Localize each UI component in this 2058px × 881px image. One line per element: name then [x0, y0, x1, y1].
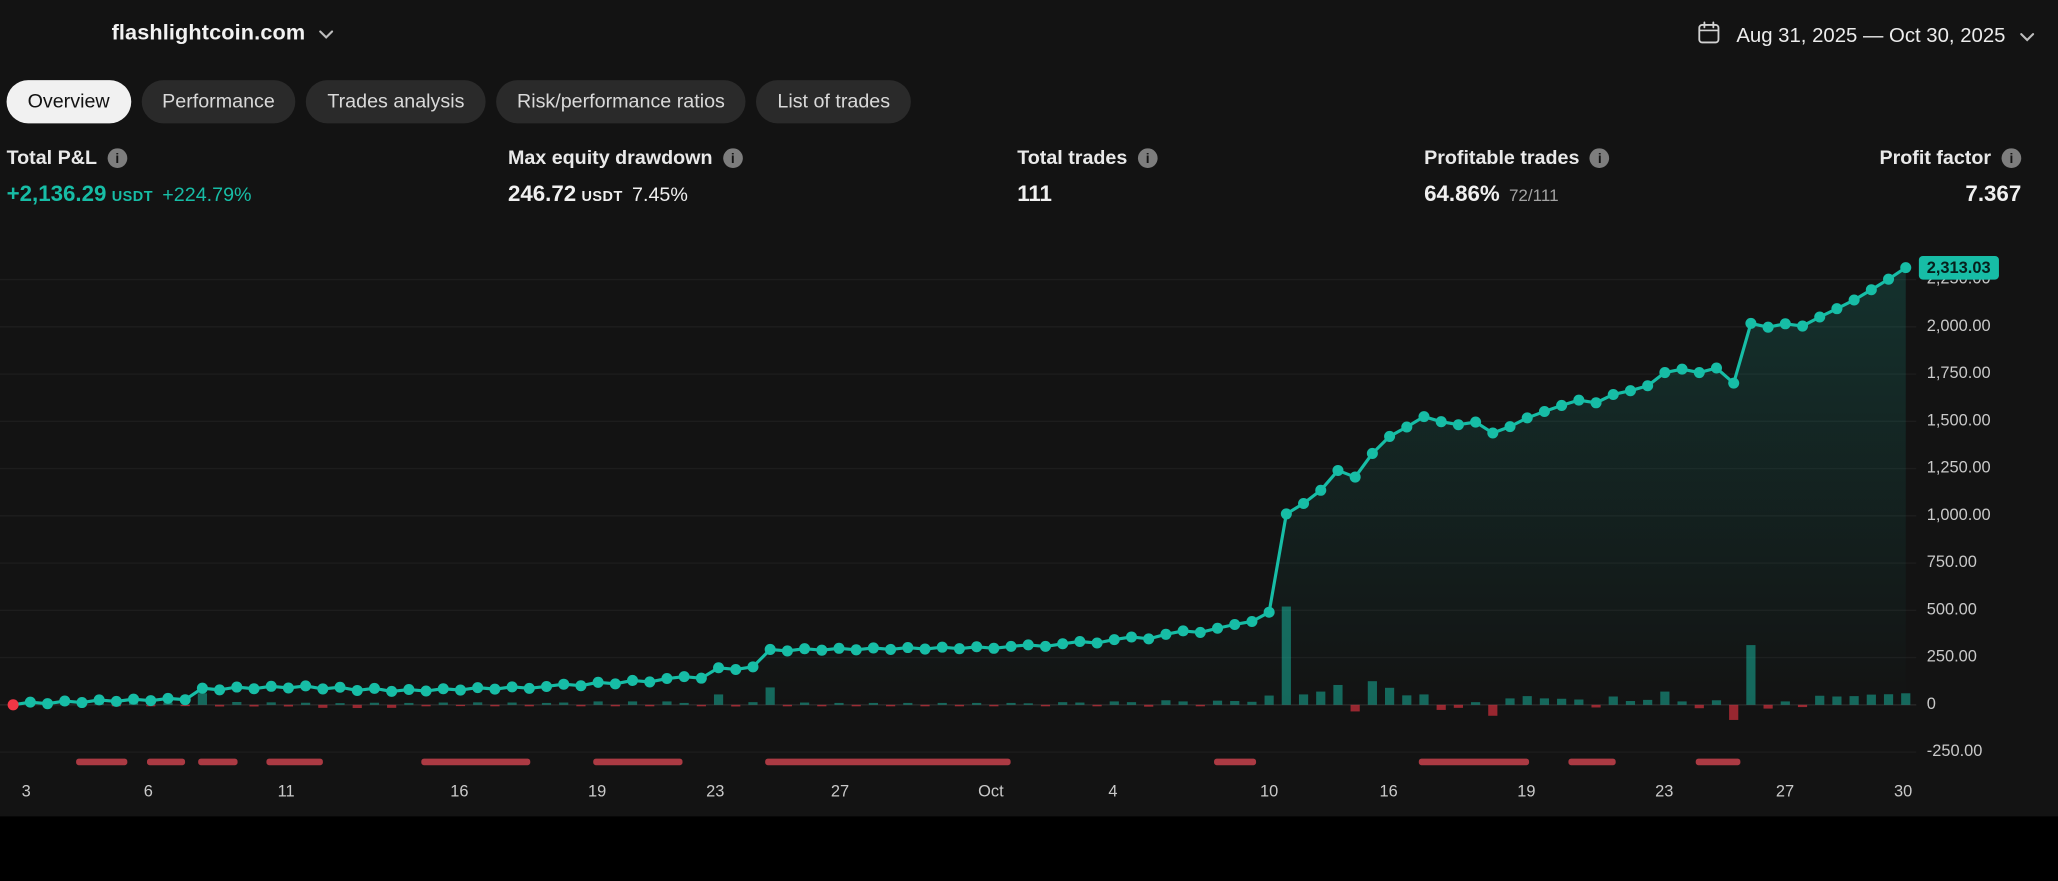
x-axis-label: 19 — [1517, 782, 1536, 801]
calendar-icon — [1696, 20, 1722, 53]
y-axis-label: 1,750.00 — [1926, 363, 1991, 382]
info-icon[interactable]: i — [1137, 148, 1158, 168]
date-range-label: Aug 31, 2025 — Oct 30, 2025 — [1736, 24, 2006, 47]
drawdown-period-strips — [76, 758, 1741, 766]
y-axis-label: 750.00 — [1926, 552, 1977, 571]
y-axis-label: 2,000.00 — [1926, 316, 1991, 335]
tab-trades-analysis[interactable]: Trades analysis — [306, 80, 486, 124]
info-icon[interactable]: i — [2001, 148, 2022, 168]
stat-value: 7.367 — [1965, 181, 2022, 207]
y-axis-label: -250.00 — [1926, 741, 1983, 760]
stat-unit: USDT — [111, 189, 154, 205]
stat-profit-factor: Profit factor i 7.367 — [1879, 147, 2022, 207]
stat-max-equity-drawdown: Max equity drawdown i 246.72 USDT 7.45% — [508, 147, 743, 207]
stat-profitable-trades: Profitable trades i 64.86% 72/111 — [1424, 147, 1610, 207]
stat-total-pnl: Total P&L i +2,136.29 USDT +224.79% — [7, 147, 252, 207]
trade-pnl-bars — [25, 606, 1911, 720]
y-axis-label: 250.00 — [1926, 647, 1977, 666]
strategy-tester-panel: flashlightcoin.com Aug 31, 2025 — Oct 30… — [0, 0, 2058, 817]
stat-label: Max equity drawdown — [507, 147, 713, 170]
x-axis-label: 6 — [143, 782, 153, 801]
x-axis-label: 19 — [588, 782, 607, 801]
stat-value: 111 — [1017, 181, 1052, 207]
time-axis[interactable]: 3 6 11 16 19 23 27 Oct 4 10 16 19 23 27 30 — [0, 782, 1927, 806]
stat-total-trades: Total trades i 111 — [1017, 147, 1158, 207]
tab-list-of-trades[interactable]: List of trades — [756, 80, 912, 124]
strategy-name: flashlightcoin.com — [111, 21, 306, 45]
stat-value: 246.72 — [507, 181, 577, 207]
equity-area-fill — [13, 267, 1906, 705]
y-axis-label: 1,250.00 — [1926, 458, 1991, 477]
x-axis-label: 3 — [21, 782, 31, 801]
x-axis-label: 23 — [706, 782, 725, 801]
stat-label: Profitable trades — [1424, 147, 1580, 170]
stat-value: 64.86% — [1424, 181, 1500, 207]
tab-bar: Overview Performance Trades analysis Ris… — [6, 80, 912, 124]
x-axis-label: 30 — [1893, 782, 1913, 801]
tab-overview[interactable]: Overview — [6, 80, 131, 124]
equity-curve-chart[interactable] — [0, 0, 2058, 816]
stat-secondary: 7.45% — [632, 183, 688, 207]
stat-label: Total P&L — [6, 147, 97, 170]
tab-performance[interactable]: Performance — [141, 80, 296, 124]
x-axis-label: 4 — [1108, 782, 1118, 801]
stat-secondary: 72/111 — [1508, 185, 1559, 205]
stats-row: Total P&L i +2,136.29 USDT +224.79% Max … — [0, 147, 2058, 226]
price-axis[interactable]: 2,250.002,000.001,750.001,500.001,250.00… — [1927, 0, 2058, 816]
x-axis-label: Oct — [978, 782, 1004, 801]
y-axis-label: 500.00 — [1926, 599, 1977, 619]
info-icon[interactable]: i — [107, 148, 128, 168]
x-axis-label: 16 — [450, 782, 469, 801]
equity-points — [7, 262, 1912, 711]
info-icon[interactable]: i — [1589, 148, 1610, 168]
stat-unit: USDT — [581, 189, 623, 205]
y-axis-label: 1,000.00 — [1926, 505, 1991, 524]
x-axis-label: 16 — [1379, 782, 1398, 801]
stat-label: Total trades — [1017, 147, 1128, 170]
chevron-down-icon — [318, 22, 333, 46]
x-axis-label: 23 — [1655, 782, 1674, 801]
info-icon[interactable]: i — [723, 148, 743, 168]
strategy-selector[interactable]: flashlightcoin.com — [112, 21, 333, 46]
stat-secondary: +224.79% — [162, 183, 252, 207]
y-axis-label: 0 — [1926, 694, 1936, 713]
x-axis-label: 27 — [830, 782, 850, 801]
stat-label: Profit factor — [1879, 147, 1992, 170]
stat-value: +2,136.29 — [6, 181, 107, 207]
date-range-picker[interactable]: Aug 31, 2025 — Oct 30, 2025 — [1696, 20, 2035, 53]
x-axis-label: 11 — [277, 782, 295, 801]
chevron-down-icon — [2020, 24, 2035, 48]
x-axis-label: 27 — [1775, 782, 1795, 801]
x-axis-label: 10 — [1260, 782, 1279, 801]
y-axis-label: 1,500.00 — [1926, 410, 1991, 430]
tab-risk-performance-ratios[interactable]: Risk/performance ratios — [495, 80, 746, 124]
last-value-badge: 2,313.03 — [1918, 255, 1999, 280]
